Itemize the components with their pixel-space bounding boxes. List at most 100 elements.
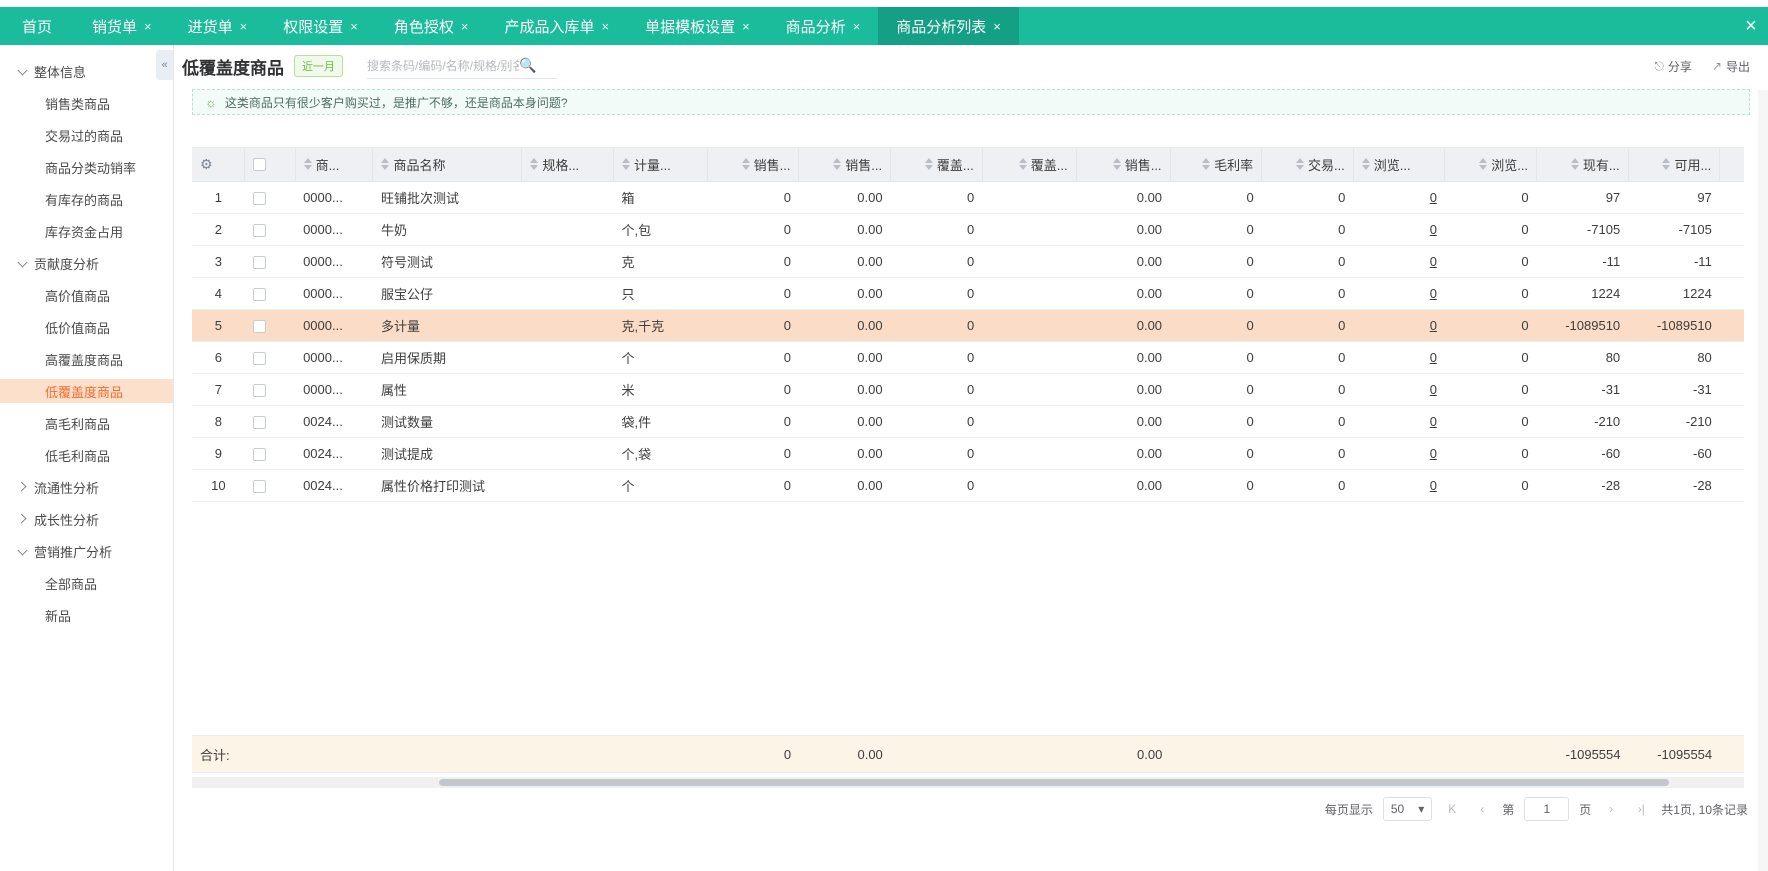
column-header-stock[interactable]: 现有... (1536, 148, 1629, 182)
share-button[interactable]: ⎋ 分享 (1654, 58, 1692, 75)
column-header-cover1[interactable]: 覆盖... (890, 148, 983, 182)
cell-link[interactable]: 0 (1429, 317, 1437, 333)
cell-check[interactable] (244, 245, 296, 278)
tab-close-icon[interactable]: × (144, 18, 152, 34)
column-header-sellable[interactable]: 可销... (1719, 148, 1744, 182)
tab-close-icon[interactable]: × (852, 18, 861, 34)
cell-link[interactable]: 0 (1429, 477, 1437, 493)
sidebar-item-high-coverage-products[interactable]: 高覆盖度商品 (0, 347, 173, 371)
sidebar-group-overall-info[interactable]: 整体信息 (0, 59, 173, 83)
tab-document-template-settings[interactable]: 单据模板设置 × (627, 7, 768, 45)
sort-icon[interactable] (1570, 158, 1579, 171)
first-page-button[interactable]: K (1448, 802, 1457, 816)
horizontal-scrollbar-thumb[interactable] (439, 779, 1669, 786)
sort-icon[interactable] (833, 158, 842, 171)
page-size-select[interactable]: 50 ▾ (1382, 797, 1433, 821)
search-icon[interactable]: 🔍 (519, 57, 537, 73)
cell-check[interactable] (244, 181, 296, 214)
row-checkbox[interactable] (252, 319, 266, 333)
table-row[interactable]: 5 0000... 多计量 克,千克 0 0.00 0 0.00 0 0 0 0 -1089510 -10… (192, 309, 1744, 342)
tab-purchase-order[interactable]: 进货单 × (170, 7, 266, 45)
row-checkbox[interactable] (252, 383, 266, 397)
sidebar-item-sales-products[interactable]: 销售类商品 (0, 91, 173, 115)
sort-icon[interactable] (530, 158, 539, 171)
tab-close-icon[interactable]: × (742, 18, 750, 34)
column-header-sale1[interactable]: 销售... (707, 148, 800, 182)
sidebar-item-inventory-capital[interactable]: 库存资金占用 (0, 219, 173, 243)
sidebar-group-marketing-analysis[interactable]: 营销推广分析 (0, 539, 173, 563)
sort-icon[interactable] (1202, 158, 1211, 171)
cell-views1[interactable]: 0 (1353, 405, 1445, 438)
column-header-deal[interactable]: 交易... (1261, 148, 1354, 182)
select-all-checkbox[interactable] (253, 157, 267, 171)
sidebar-group-liquidity-analysis[interactable]: 流通性分析 (0, 475, 173, 499)
column-header-margin[interactable]: 毛利率 (1170, 148, 1263, 182)
table-row[interactable]: 100024...属性价格打印测试个00.0000.000000-28-280.… (192, 469, 1744, 502)
column-header-views2[interactable]: 浏览... (1444, 148, 1538, 182)
tab-sales-order[interactable]: 销货单 × (74, 7, 170, 45)
sort-icon[interactable] (1662, 158, 1671, 171)
cell-link[interactable]: 0 (1429, 413, 1437, 429)
sort-icon[interactable] (741, 158, 750, 171)
row-checkbox[interactable] (252, 287, 266, 301)
row-checkbox[interactable] (252, 191, 266, 205)
sort-icon[interactable] (1295, 158, 1304, 171)
sort-icon[interactable] (621, 158, 630, 171)
tab-product-analysis-list[interactable]: 商品分析列表 × (878, 7, 1019, 45)
cell-link[interactable]: 0 (1429, 189, 1437, 205)
tab-role-authorization[interactable]: 角色授权 × (376, 7, 487, 45)
column-header-unit[interactable]: 计量... (613, 148, 708, 182)
search-input[interactable] (367, 58, 519, 73)
tab-product-analysis[interactable]: 商品分析 × (768, 7, 879, 45)
column-header-code[interactable]: 商... (295, 148, 374, 182)
gear-icon[interactable]: ⚙ (200, 155, 213, 172)
tab-finished-goods-inbound[interactable]: 产成品入库单 × (486, 7, 627, 45)
search-box[interactable]: 🔍 (367, 53, 557, 79)
sort-icon[interactable] (924, 158, 933, 171)
sidebar-collapse-button[interactable]: « (156, 50, 173, 80)
sidebar-item-low-margin-products[interactable]: 低毛利商品 (0, 443, 173, 467)
cell-check[interactable] (244, 341, 296, 374)
tab-home[interactable]: 首页 (0, 7, 74, 45)
sidebar-item-low-coverage-products[interactable]: 低覆盖度商品 (0, 379, 173, 403)
sidebar-item-in-stock-products[interactable]: 有库存的商品 (0, 187, 173, 211)
cell-check[interactable] (244, 277, 296, 310)
cell-check[interactable] (244, 373, 296, 406)
cell-link[interactable]: 0 (1429, 221, 1437, 237)
row-checkbox[interactable] (252, 415, 266, 429)
column-header-avail[interactable]: 可用... (1628, 148, 1721, 182)
sidebar-item-high-value-products[interactable]: 高价值商品 (0, 283, 173, 307)
page-number-input[interactable] (1524, 797, 1570, 821)
sidebar-item-traded-products[interactable]: 交易过的商品 (0, 123, 173, 147)
sort-icon[interactable] (1112, 158, 1121, 171)
row-checkbox[interactable] (252, 351, 266, 365)
prev-page-button[interactable]: ‹ (1480, 802, 1485, 816)
tab-close-icon[interactable]: × (350, 18, 358, 34)
cell-link[interactable]: 0 (1429, 285, 1437, 301)
cell-views1[interactable]: 0 (1353, 309, 1445, 342)
tab-close-icon[interactable]: × (993, 18, 1001, 34)
tab-close-icon[interactable]: × (460, 18, 469, 34)
cell-check[interactable] (244, 469, 296, 502)
column-header-views1[interactable]: 浏览... (1353, 148, 1446, 182)
cell-views1[interactable]: 0 (1353, 245, 1445, 278)
tab-close-icon[interactable]: × (601, 18, 610, 34)
cell-link[interactable]: 0 (1429, 445, 1437, 461)
export-button[interactable]: ↗ 导出 (1712, 58, 1750, 75)
sort-icon[interactable] (303, 158, 312, 171)
tab-close-icon[interactable]: × (239, 18, 248, 34)
window-close-icon[interactable]: × (1745, 14, 1757, 37)
cell-views1[interactable]: 0 (1353, 373, 1445, 406)
tab-permission-settings[interactable]: 权限设置 × (265, 7, 376, 45)
cell-check[interactable] (244, 437, 296, 470)
sidebar-item-all-products[interactable]: 全部商品 (0, 571, 173, 595)
cell-check[interactable] (244, 213, 296, 246)
row-checkbox[interactable] (252, 479, 266, 493)
sort-icon[interactable] (1361, 158, 1370, 171)
row-checkbox[interactable] (252, 447, 266, 461)
data-table-container[interactable]: ⚙ 商... 商品名称 规格... 计量... 销售... 销售... 覆盖... 覆盖... 销… (192, 147, 1744, 712)
column-header-sale2[interactable]: 销售... (798, 148, 892, 182)
